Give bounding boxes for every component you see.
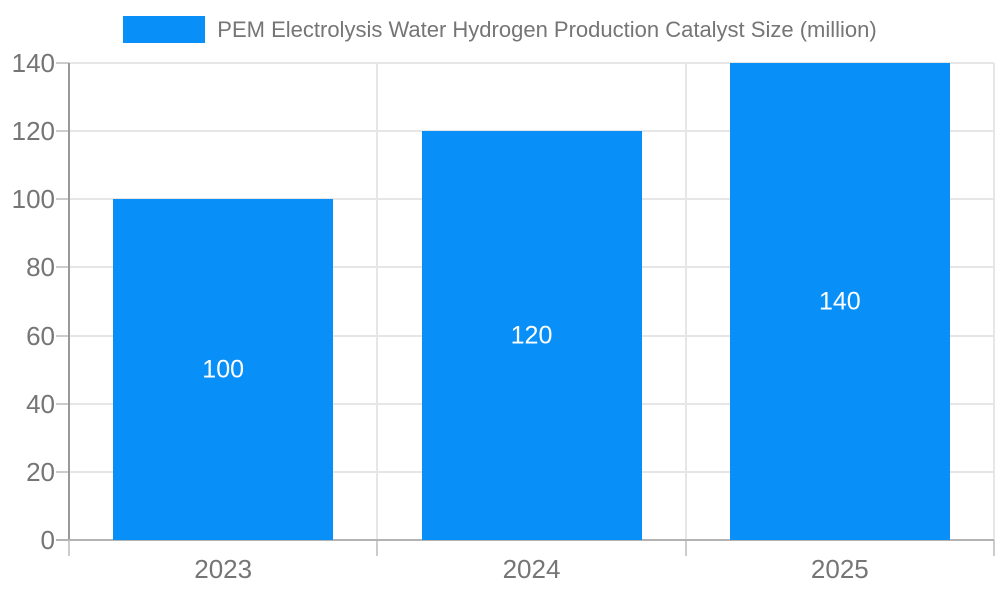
y-tick-mark: [56, 198, 69, 201]
x-tick-mark: [68, 540, 70, 556]
gridline-vertical: [684, 63, 687, 540]
y-tick-label: 80: [26, 252, 55, 283]
y-tick-mark: [56, 334, 69, 337]
legend-swatch-icon: [123, 16, 206, 43]
x-tick-label: 2025: [810, 554, 869, 584]
gridline-horizontal: [69, 62, 994, 64]
legend-label: PEM Electrolysis Water Hydrogen Producti…: [217, 16, 877, 42]
y-tick-mark: [56, 130, 69, 133]
bar[interactable]: [113, 199, 334, 540]
plot-area: 0 20 40 60 80 100 120 140 100 2023 120 2024 140 2025: [12, 50, 995, 584]
x-tick-mark: [993, 540, 995, 556]
bar-value-label: 120: [510, 321, 553, 350]
y-tick-label: 140: [11, 48, 55, 78]
gridline-vertical: [376, 63, 379, 540]
bar-value-label: 100: [202, 355, 245, 384]
x-axis-line: [56, 539, 994, 541]
y-tick-label: 120: [11, 116, 55, 147]
y-tick-mark: [56, 470, 69, 473]
y-tick-label: 40: [26, 388, 55, 419]
y-tick-label: 20: [26, 456, 55, 487]
bar[interactable]: [729, 63, 950, 540]
y-tick-mark: [56, 62, 69, 64]
x-tick-mark: [684, 540, 687, 556]
bar-value-label: 140: [818, 287, 861, 315]
y-tick-label: 0: [40, 525, 55, 555]
y-axis-line: [68, 63, 70, 540]
y-tick-label: 100: [11, 184, 55, 215]
x-tick-label: 2024: [502, 554, 561, 584]
y-tick-mark: [56, 266, 69, 269]
x-tick-mark: [376, 540, 379, 556]
y-tick-label: 60: [26, 320, 55, 351]
legend[interactable]: PEM Electrolysis Water Hydrogen Producti…: [0, 16, 1000, 43]
gridline-vertical: [993, 63, 995, 540]
bar[interactable]: [421, 131, 642, 540]
x-tick-label: 2023: [194, 554, 253, 584]
y-tick-mark: [56, 402, 69, 405]
